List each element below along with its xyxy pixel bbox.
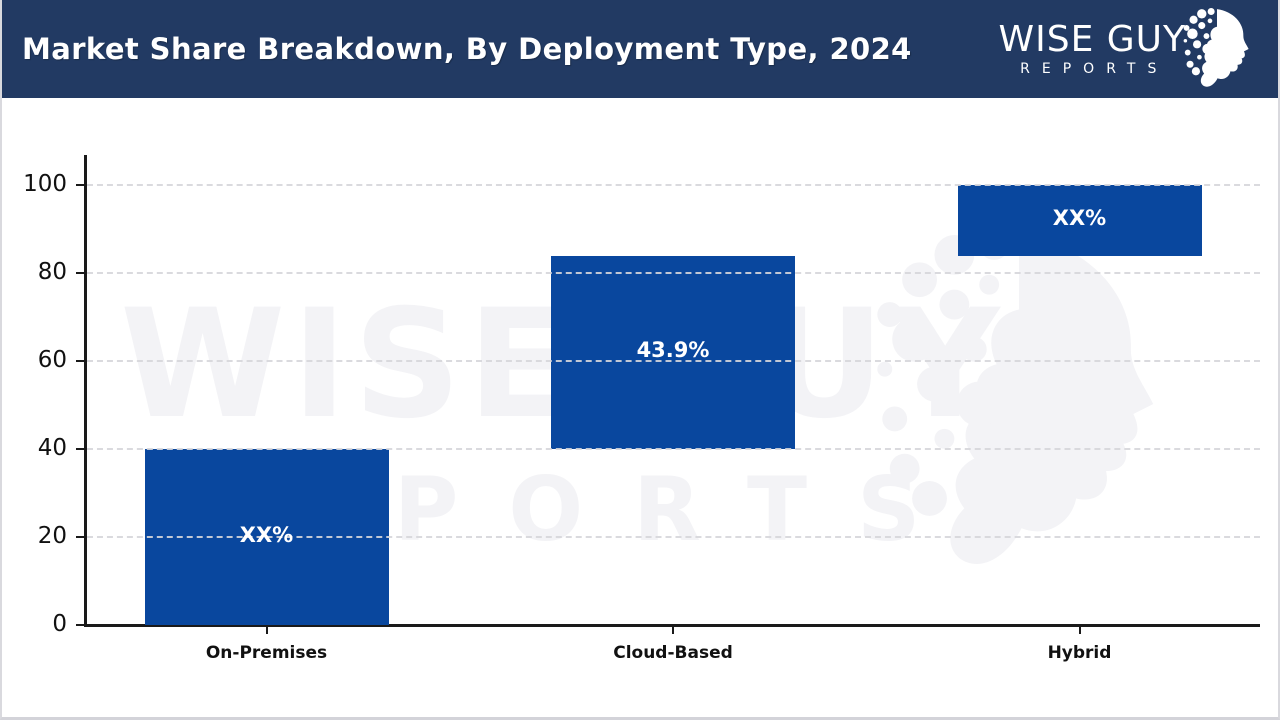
y-tick: [76, 360, 84, 362]
logo-wordmark: WISE GUY: [998, 18, 1186, 60]
y-tick: [76, 448, 84, 450]
logo-subtitle: REPORTS: [1020, 60, 1169, 77]
y-tick: [76, 624, 84, 626]
wiseguy-logo: WISE GUY REPORTS: [999, 8, 1255, 90]
y-tick-label: 100: [23, 171, 67, 197]
gridline: [87, 360, 1260, 362]
gridline: [87, 272, 1260, 274]
x-axis-line: [84, 624, 1260, 627]
gridline: [87, 536, 1260, 538]
bar-value-label: XX%: [1052, 206, 1107, 231]
header: Market Share Breakdown, By Deployment Ty…: [2, 0, 1278, 98]
y-tick: [76, 272, 84, 274]
y-tick-label: 20: [37, 523, 67, 549]
bar-value-label: XX%: [239, 523, 294, 547]
plot-area: 0 20 40 60 80 100 XX% On-Premises 43.9% Cloud-Bas…: [23, 155, 1260, 663]
gridline: [87, 448, 1260, 450]
y-tick-label: 0: [52, 611, 67, 637]
y-tick-label: 40: [37, 435, 67, 461]
y-axis-line: [84, 155, 87, 627]
bar: [551, 255, 795, 449]
x-tick: [672, 627, 674, 634]
face-profile-icon: [1183, 8, 1249, 87]
x-axis-label: Cloud-Based: [613, 643, 733, 663]
y-tick: [76, 536, 84, 538]
y-tick-label: 60: [37, 347, 67, 373]
x-axis-label: On-Premises: [205, 643, 328, 663]
y-tick-label: 80: [37, 259, 67, 285]
x-tick: [265, 627, 268, 634]
logo-text: WISE GUY REPORTS: [998, 18, 1187, 77]
x-tick: [1078, 627, 1081, 634]
y-tick: [76, 184, 84, 186]
bar-value-label: 43.9%: [636, 338, 710, 363]
page-title: Market Share Breakdown, By Deployment Ty…: [22, 32, 912, 66]
gridline: [87, 184, 1260, 186]
x-axis-label: Hybrid: [1047, 643, 1112, 663]
